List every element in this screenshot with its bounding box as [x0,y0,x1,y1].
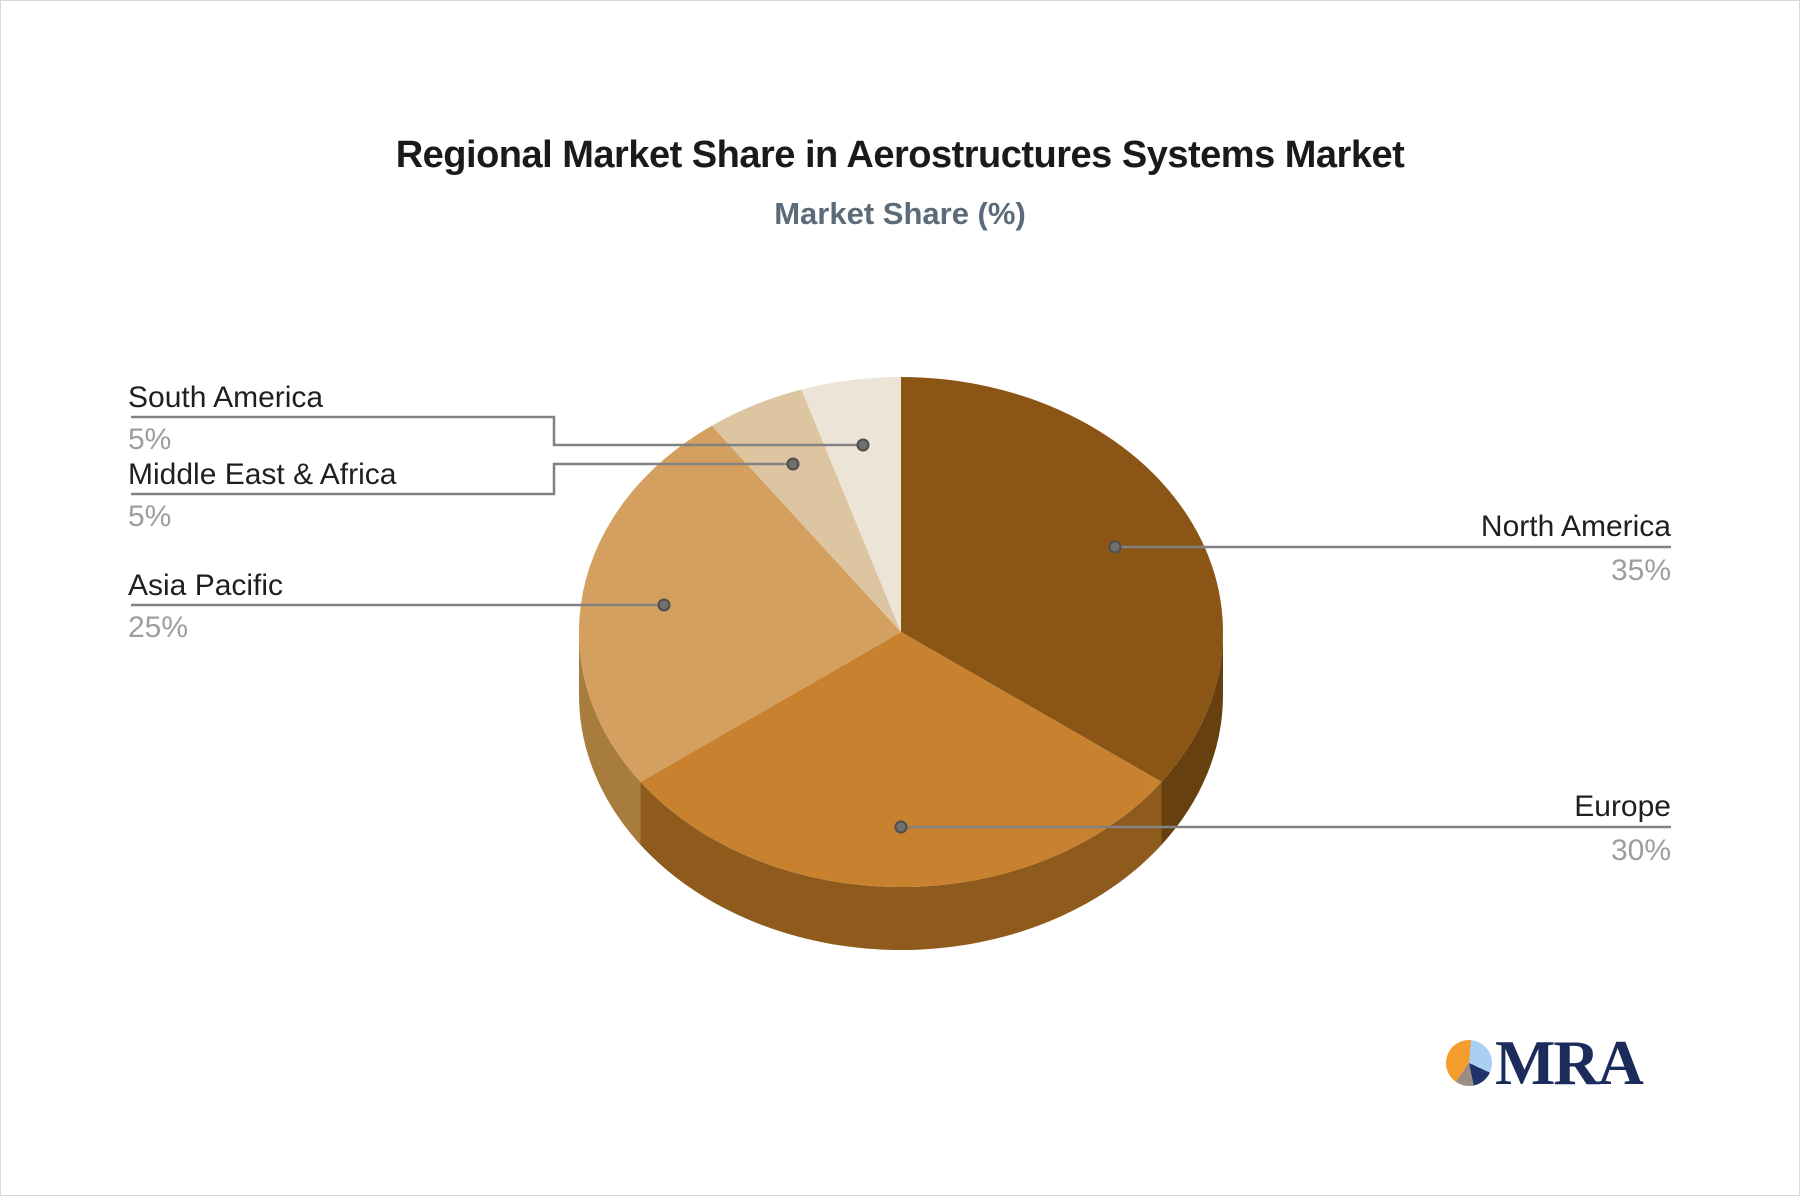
pie-slice[interactable] [901,377,1224,782]
leader-dot [856,438,870,452]
pie-slice[interactable] [801,377,902,632]
leader-dot [894,820,908,834]
logo-pie-icon [1446,1040,1492,1086]
pie-slice-side [579,632,641,845]
logo-text: MRA [1495,1027,1644,1098]
leader-line [131,415,863,447]
callout-value-asia-pacific: 25% [128,611,189,644]
pie-slice[interactable] [578,425,901,782]
callout-label-south-america: South America [128,381,324,414]
leader-dot [657,598,671,612]
leader-dot [1108,540,1122,554]
callout-label-asia-pacific: Asia Pacific [128,569,284,602]
chart-title: Regional Market Share in Aerostructures … [395,134,1405,176]
callout-value-north-america: 35% [1610,554,1671,587]
leader-dot [786,457,800,471]
leader-line [131,462,793,496]
pie-slice[interactable] [711,389,901,633]
callout-value-europe: 30% [1610,834,1671,867]
pie-slice-side [1161,632,1224,845]
callout-value-south-america: 5% [128,423,172,456]
chart-subtitle: Market Share (%) [774,196,1026,231]
pie-slice[interactable] [640,632,1162,888]
brand-logo: MRA [1446,1027,1644,1098]
callout-label-middle-east-africa: Middle East & Africa [128,458,397,491]
callout-label-north-america: North America [1480,510,1671,543]
callout-value-middle-east-africa: 5% [128,500,172,533]
callout-label-europe: Europe [1574,790,1671,823]
pie-slice-side [640,781,1162,951]
